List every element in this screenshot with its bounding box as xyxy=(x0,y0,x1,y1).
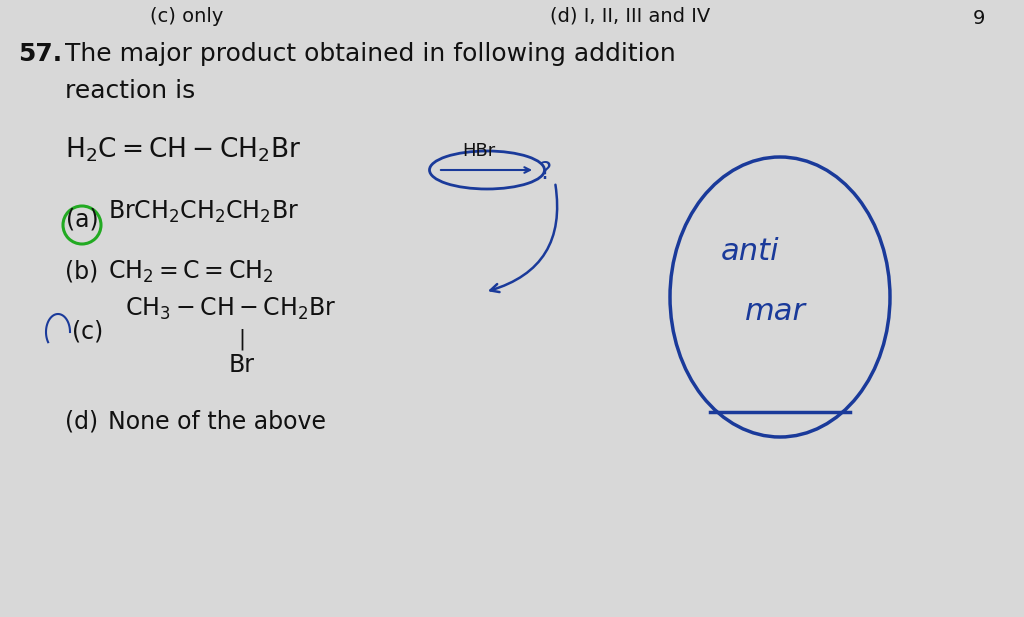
Text: anti: anti xyxy=(721,238,779,267)
Text: None of the above: None of the above xyxy=(108,410,326,434)
Text: (a): (a) xyxy=(66,208,98,232)
Text: 9: 9 xyxy=(973,9,985,28)
Text: 57.: 57. xyxy=(18,42,62,66)
Text: (b): (b) xyxy=(65,260,98,284)
Text: $\mathrm{BrCH_2CH_2CH_2Br}$: $\mathrm{BrCH_2CH_2CH_2Br}$ xyxy=(108,199,299,225)
Text: $\mathrm{CH_3-CH-CH_2Br}$: $\mathrm{CH_3-CH-CH_2Br}$ xyxy=(125,296,337,322)
Text: (c): (c) xyxy=(72,320,103,344)
Text: $\mathrm{CH_2=C=CH_2}$: $\mathrm{CH_2=C=CH_2}$ xyxy=(108,259,273,285)
Text: Br: Br xyxy=(229,353,255,377)
Text: $\mathrm{H_2C=CH-CH_2Br}$: $\mathrm{H_2C=CH-CH_2Br}$ xyxy=(65,135,301,164)
Text: HBr: HBr xyxy=(462,142,496,160)
Text: (d): (d) xyxy=(65,410,98,434)
Text: (c) only: (c) only xyxy=(150,7,223,26)
Text: (d) I, II, III and IV: (d) I, II, III and IV xyxy=(550,7,711,26)
Text: The major product obtained in following addition: The major product obtained in following … xyxy=(65,42,676,66)
Text: ?: ? xyxy=(538,160,551,184)
FancyArrowPatch shape xyxy=(490,184,557,292)
Text: mar: mar xyxy=(744,297,806,326)
Text: reaction is: reaction is xyxy=(65,79,196,103)
Text: |: | xyxy=(239,328,246,350)
